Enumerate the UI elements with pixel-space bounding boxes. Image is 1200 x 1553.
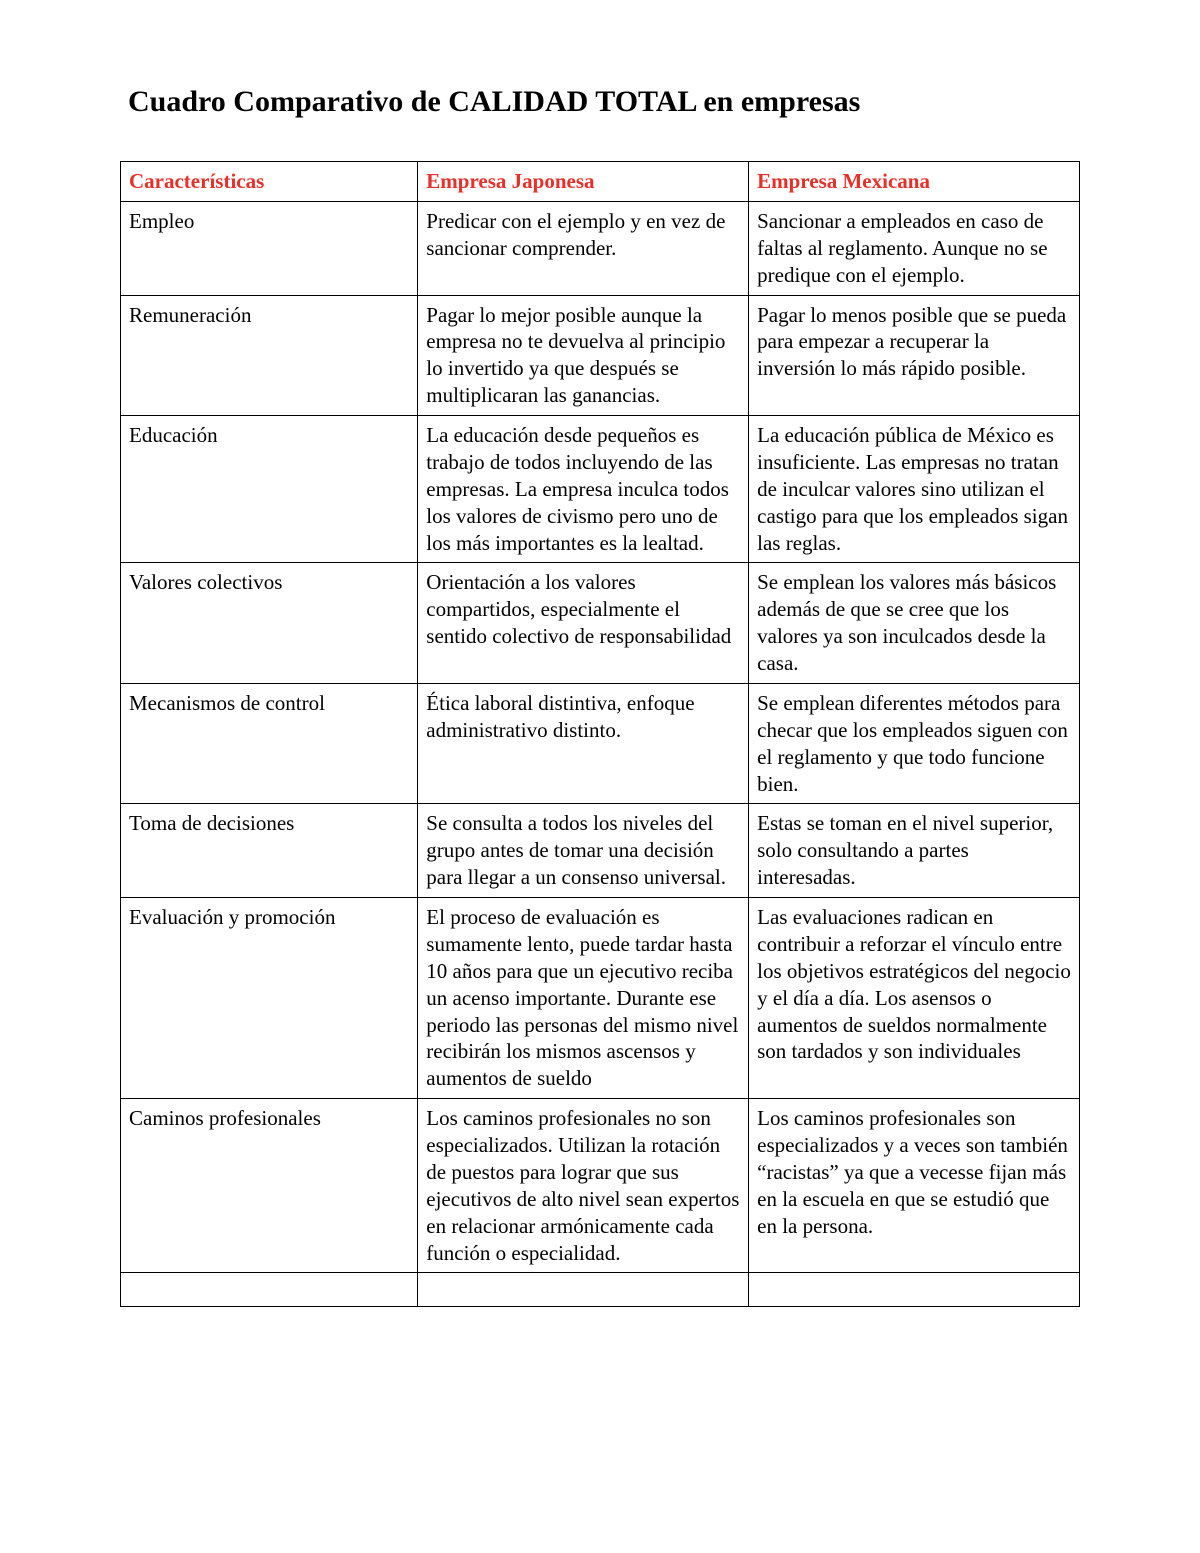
cell-caracteristica: Remuneración: [121, 295, 418, 416]
cell-mexicana: Pagar lo menos posible que se pueda para…: [749, 295, 1080, 416]
cell-mexicana: Se emplean los valores más básicos ademá…: [749, 563, 1080, 684]
table-row: Mecanismos de control Ética laboral dist…: [121, 683, 1080, 804]
cell-mexicana: Estas se toman en el nivel superior, sol…: [749, 804, 1080, 898]
cell-japonesa: Orientación a los valores compartidos, e…: [418, 563, 749, 684]
cell-caracteristica: Mecanismos de control: [121, 683, 418, 804]
cell-caracteristica: Empleo: [121, 201, 418, 295]
cell-caracteristica: Valores colectivos: [121, 563, 418, 684]
cell-japonesa: La educación desde pequeños es trabajo d…: [418, 416, 749, 563]
cell-caracteristica: Toma de decisiones: [121, 804, 418, 898]
page-title: Cuadro Comparativo de CALIDAD TOTAL en e…: [120, 85, 1080, 119]
empty-cell: [418, 1273, 749, 1307]
cell-mexicana: Sancionar a empleados en caso de faltas …: [749, 201, 1080, 295]
cell-mexicana: Los caminos profesionales son especializ…: [749, 1099, 1080, 1273]
table-row: Valores colectivos Orientación a los val…: [121, 563, 1080, 684]
empty-cell: [749, 1273, 1080, 1307]
table-row: Evaluación y promoción El proceso de eva…: [121, 898, 1080, 1099]
table-body: Empleo Predicar con el ejemplo y en vez …: [121, 201, 1080, 1307]
table-row: Educación La educación desde pequeños es…: [121, 416, 1080, 563]
col-header-japonesa: Empresa Japonesa: [418, 162, 749, 202]
cell-japonesa: Se consulta a todos los niveles del grup…: [418, 804, 749, 898]
cell-caracteristica: Caminos profesionales: [121, 1099, 418, 1273]
document-page: Cuadro Comparativo de CALIDAD TOTAL en e…: [0, 0, 1200, 1553]
table-row: Remuneración Pagar lo mejor posible aunq…: [121, 295, 1080, 416]
col-header-mexicana: Empresa Mexicana: [749, 162, 1080, 202]
comparison-table: Características Empresa Japonesa Empresa…: [120, 161, 1080, 1307]
table-row: Caminos profesionales Los caminos profes…: [121, 1099, 1080, 1273]
cell-japonesa: Los caminos profesionales no son especia…: [418, 1099, 749, 1273]
table-empty-row: [121, 1273, 1080, 1307]
empty-cell: [121, 1273, 418, 1307]
cell-caracteristica: Educación: [121, 416, 418, 563]
cell-japonesa: Ética laboral distintiva, enfoque admini…: [418, 683, 749, 804]
table-row: Toma de decisiones Se consulta a todos l…: [121, 804, 1080, 898]
cell-caracteristica: Evaluación y promoción: [121, 898, 418, 1099]
cell-japonesa: El proceso de evaluación es sumamente le…: [418, 898, 749, 1099]
col-header-caracteristicas: Características: [121, 162, 418, 202]
cell-japonesa: Predicar con el ejemplo y en vez de sanc…: [418, 201, 749, 295]
table-row: Empleo Predicar con el ejemplo y en vez …: [121, 201, 1080, 295]
cell-japonesa: Pagar lo mejor posible aunque la empresa…: [418, 295, 749, 416]
cell-mexicana: Las evaluaciones radican en contribuir a…: [749, 898, 1080, 1099]
cell-mexicana: La educación pública de México es insufi…: [749, 416, 1080, 563]
table-header-row: Características Empresa Japonesa Empresa…: [121, 162, 1080, 202]
cell-mexicana: Se emplean diferentes métodos para checa…: [749, 683, 1080, 804]
